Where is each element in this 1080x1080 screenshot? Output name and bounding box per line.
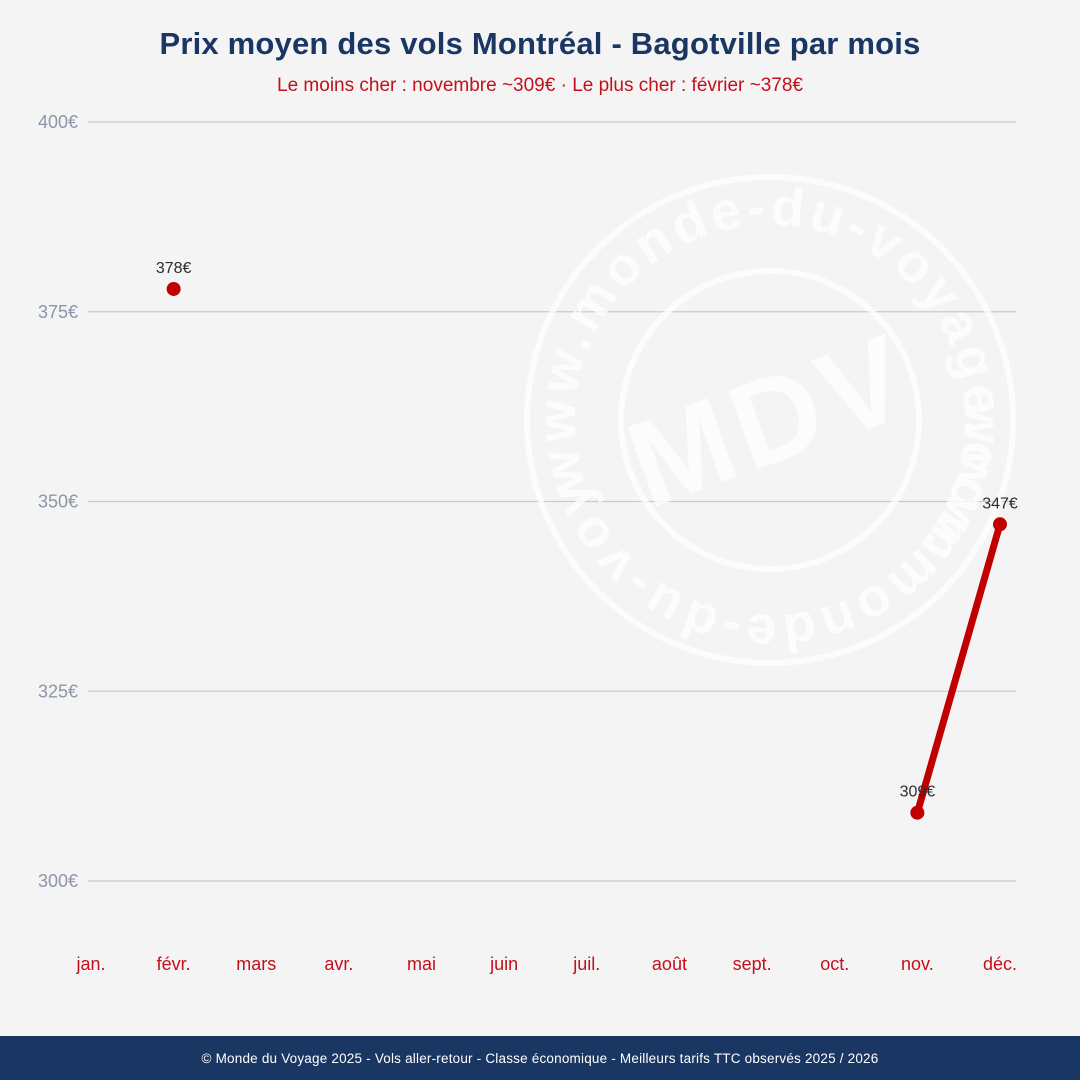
data-point-label: 378€ <box>156 260 192 277</box>
grid-layer: 400€ 375€ 350€ 325€ 300€ jan. févr. mars avr. mai… <box>38 112 1017 974</box>
watermark-outer-ring <box>524 174 1016 666</box>
y-axis-label: 300€ <box>38 871 78 891</box>
data-point-label: 347€ <box>982 495 1018 512</box>
data-point[interactable] <box>910 805 925 820</box>
x-axis-label: juil. <box>572 954 600 974</box>
data-point-label: 309€ <box>900 784 936 801</box>
chart-header: Prix moyen des vols Montréal - Bagotvill… <box>0 0 1080 97</box>
watermark-inner-ring <box>618 268 922 572</box>
watermark-monogram: MDV <box>611 307 929 534</box>
x-axis-label: sept. <box>733 954 772 974</box>
data-point[interactable] <box>166 281 181 296</box>
y-axis-label: 350€ <box>38 492 78 512</box>
data-layer: 378€ 309€ 347€ <box>156 260 1018 820</box>
x-axis-label: févr. <box>157 954 191 974</box>
x-axis-label: mars <box>236 954 276 974</box>
x-axis-label: oct. <box>820 954 849 974</box>
x-axis-label: nov. <box>901 954 934 974</box>
y-axis-label: 400€ <box>38 112 78 132</box>
x-axis-label: juin <box>489 954 518 974</box>
x-axis-label: mai <box>407 954 436 974</box>
x-axis-label: août <box>652 954 687 974</box>
price-line-segment <box>913 520 1004 817</box>
y-axis-label: 325€ <box>38 681 78 701</box>
y-axis-label: 375€ <box>38 302 78 322</box>
page-title: Prix moyen des vols Montréal - Bagotvill… <box>159 26 921 61</box>
footer-bar: © Monde du Voyage 2025 - Vols aller-reto… <box>0 1036 1080 1080</box>
x-axis-label: déc. <box>983 954 1017 974</box>
page-subtitle: Le moins cher : novembre ~309€ · Le plus… <box>277 75 803 96</box>
x-axis-label: jan. <box>75 954 105 974</box>
footer-text: © Monde du Voyage 2025 - Vols aller-reto… <box>201 1050 879 1066</box>
x-axis-label: avr. <box>324 954 353 974</box>
data-point[interactable] <box>993 517 1007 532</box>
